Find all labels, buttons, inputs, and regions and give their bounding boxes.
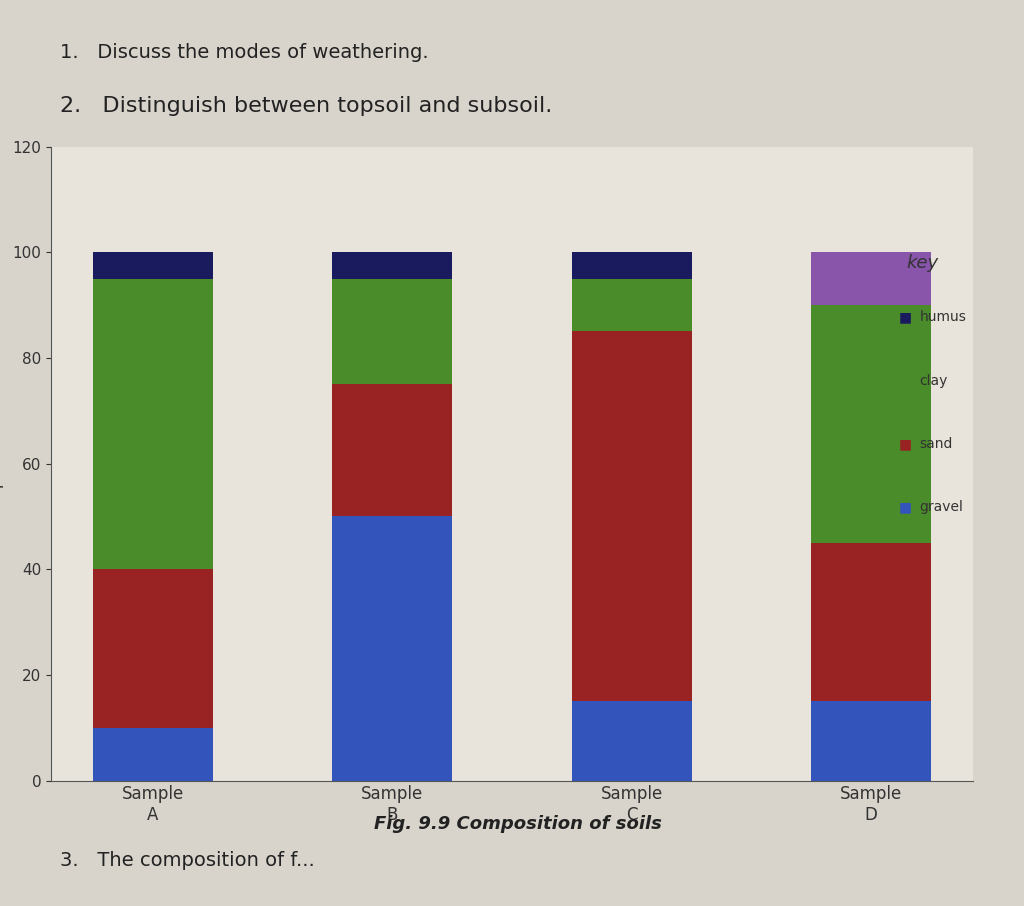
Bar bbox=[93, 728, 213, 781]
Bar bbox=[333, 252, 453, 279]
Bar bbox=[93, 279, 213, 569]
Bar bbox=[811, 305, 931, 543]
Text: 3.   The composition of f...: 3. The composition of f... bbox=[60, 852, 315, 871]
Y-axis label: Composition %: Composition % bbox=[0, 401, 4, 525]
Text: ■: ■ bbox=[899, 373, 912, 388]
Bar bbox=[571, 252, 691, 279]
Text: ■: ■ bbox=[899, 437, 912, 451]
Bar bbox=[333, 516, 453, 781]
Bar bbox=[811, 543, 931, 701]
Bar bbox=[811, 252, 931, 305]
Text: ■: ■ bbox=[899, 310, 912, 324]
Bar bbox=[571, 279, 691, 332]
Bar bbox=[93, 569, 213, 728]
Bar bbox=[571, 701, 691, 781]
Text: clay: clay bbox=[920, 373, 948, 388]
Text: 2.   Distinguish between topsoil and subsoil.: 2. Distinguish between topsoil and subso… bbox=[60, 96, 553, 116]
Bar bbox=[333, 384, 453, 516]
Text: ■: ■ bbox=[899, 500, 912, 515]
Bar bbox=[811, 701, 931, 781]
Bar bbox=[93, 252, 213, 279]
Text: 1.   Discuss the modes of weathering.: 1. Discuss the modes of weathering. bbox=[60, 43, 429, 62]
Text: gravel: gravel bbox=[920, 500, 964, 515]
Bar bbox=[571, 332, 691, 701]
Text: humus: humus bbox=[920, 310, 967, 324]
Text: Fig. 9.9 Composition of soils: Fig. 9.9 Composition of soils bbox=[374, 815, 662, 834]
Text: key: key bbox=[906, 254, 938, 272]
Text: sand: sand bbox=[920, 437, 953, 451]
Bar bbox=[333, 279, 453, 384]
